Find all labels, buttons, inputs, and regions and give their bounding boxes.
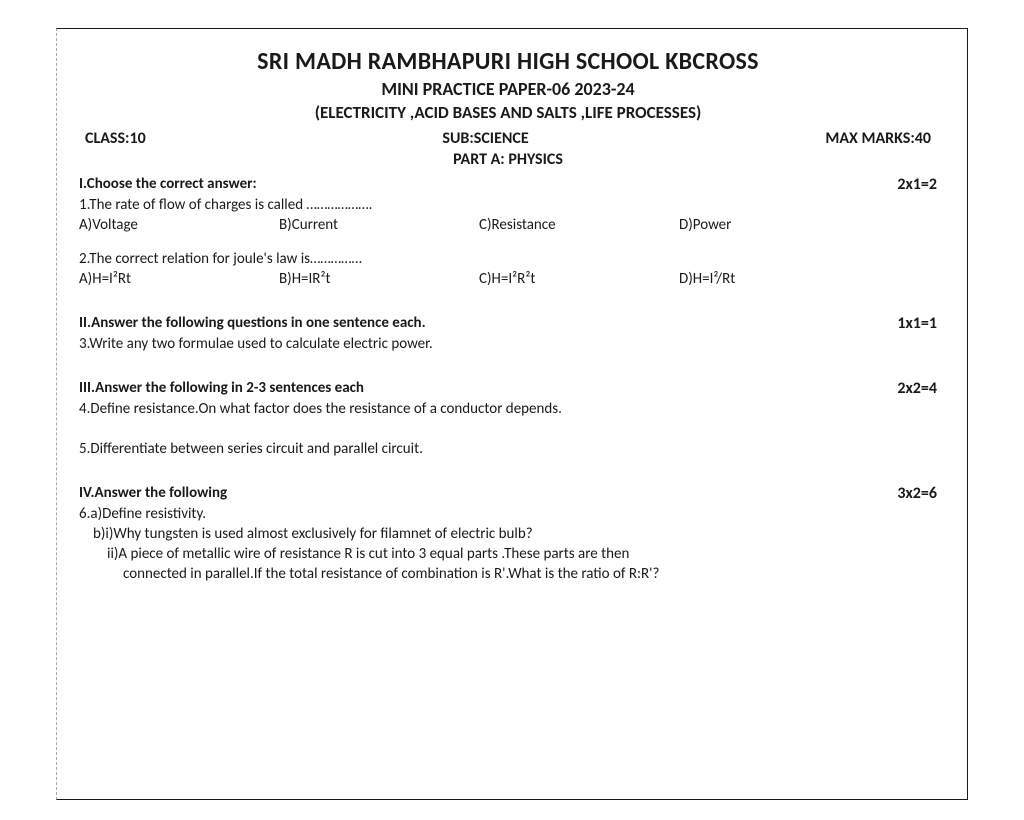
q1-opt-b: B)Current	[279, 216, 479, 234]
q2-opt-d: D)H=I²/Rt	[679, 270, 879, 288]
q2-opt-a: A)H=I²Rt	[79, 270, 279, 288]
q1-opt-c: C)Resistance	[479, 216, 679, 234]
section-4-heading: IV.Answer the following	[79, 484, 227, 503]
section-2-heading-row: II.Answer the following questions in one…	[79, 314, 937, 333]
exam-page: SRI MADH RAMBHAPURI HIGH SCHOOL KBCROSS …	[56, 28, 968, 800]
q6a-text: 6.a)Define resistivity.	[79, 505, 937, 523]
section-1-heading: I.Choose the correct answer:	[79, 175, 257, 194]
q2-options: A)H=I²Rt B)H=IR²t C)H=I²R²t D)H=I²/Rt	[79, 270, 937, 288]
q2-text: 2.The correct relation for joule's law i…	[79, 250, 937, 268]
q4-text: 4.Define resistance.On what factor does …	[79, 400, 937, 418]
meta-row: CLASS:10 SUB:SCIENCE MAX MARKS:40	[79, 129, 937, 148]
q1-options: A)Voltage B)Current C)Resistance D)Power	[79, 216, 937, 234]
section-4-marks: 3x2=6	[897, 484, 937, 503]
q2-opt-c: C)H=I²R²t	[479, 270, 679, 288]
part-a-label: PART A: PHYSICS	[79, 150, 937, 169]
class-label: CLASS:10	[85, 129, 146, 148]
q6bi-text: b)i)Why tungsten is used almost exclusiv…	[79, 525, 937, 543]
q5-text: 5.Differentiate between series circuit a…	[79, 440, 937, 458]
max-marks-label: MAX MARKS:40	[825, 129, 931, 148]
q6bii-line2: connected in parallel.If the total resis…	[79, 565, 937, 583]
q2-opt-b: B)H=IR²t	[279, 270, 479, 288]
section-1-marks: 2x1=2	[897, 175, 937, 194]
q1-opt-a: A)Voltage	[79, 216, 279, 234]
section-1-heading-row: I.Choose the correct answer: 2x1=2	[79, 175, 937, 194]
section-2-heading: II.Answer the following questions in one…	[79, 314, 426, 333]
section-3-heading: III.Answer the following in 2-3 sentence…	[79, 379, 364, 398]
section-4-heading-row: IV.Answer the following 3x2=6	[79, 484, 937, 503]
topic-list: (ELECTRICITY ,ACID BASES AND SALTS ,LIFE…	[79, 102, 937, 123]
section-2-marks: 1x1=1	[897, 314, 937, 333]
school-name: SRI MADH RAMBHAPURI HIGH SCHOOL KBCROSS	[79, 47, 937, 76]
q1-opt-d: D)Power	[679, 216, 879, 234]
q6bii-line1: ii)A piece of metallic wire of resistanc…	[79, 545, 937, 563]
subject-label: SUB:SCIENCE	[442, 129, 528, 148]
section-3-marks: 2x2=4	[897, 379, 937, 398]
q1-text: 1.The rate of flow of charges is called …	[79, 196, 937, 214]
paper-title: MINI PRACTICE PAPER-06 2023-24	[79, 78, 937, 100]
q3-text: 3.Write any two formulae used to calcula…	[79, 335, 937, 353]
section-3-heading-row: III.Answer the following in 2-3 sentence…	[79, 379, 937, 398]
